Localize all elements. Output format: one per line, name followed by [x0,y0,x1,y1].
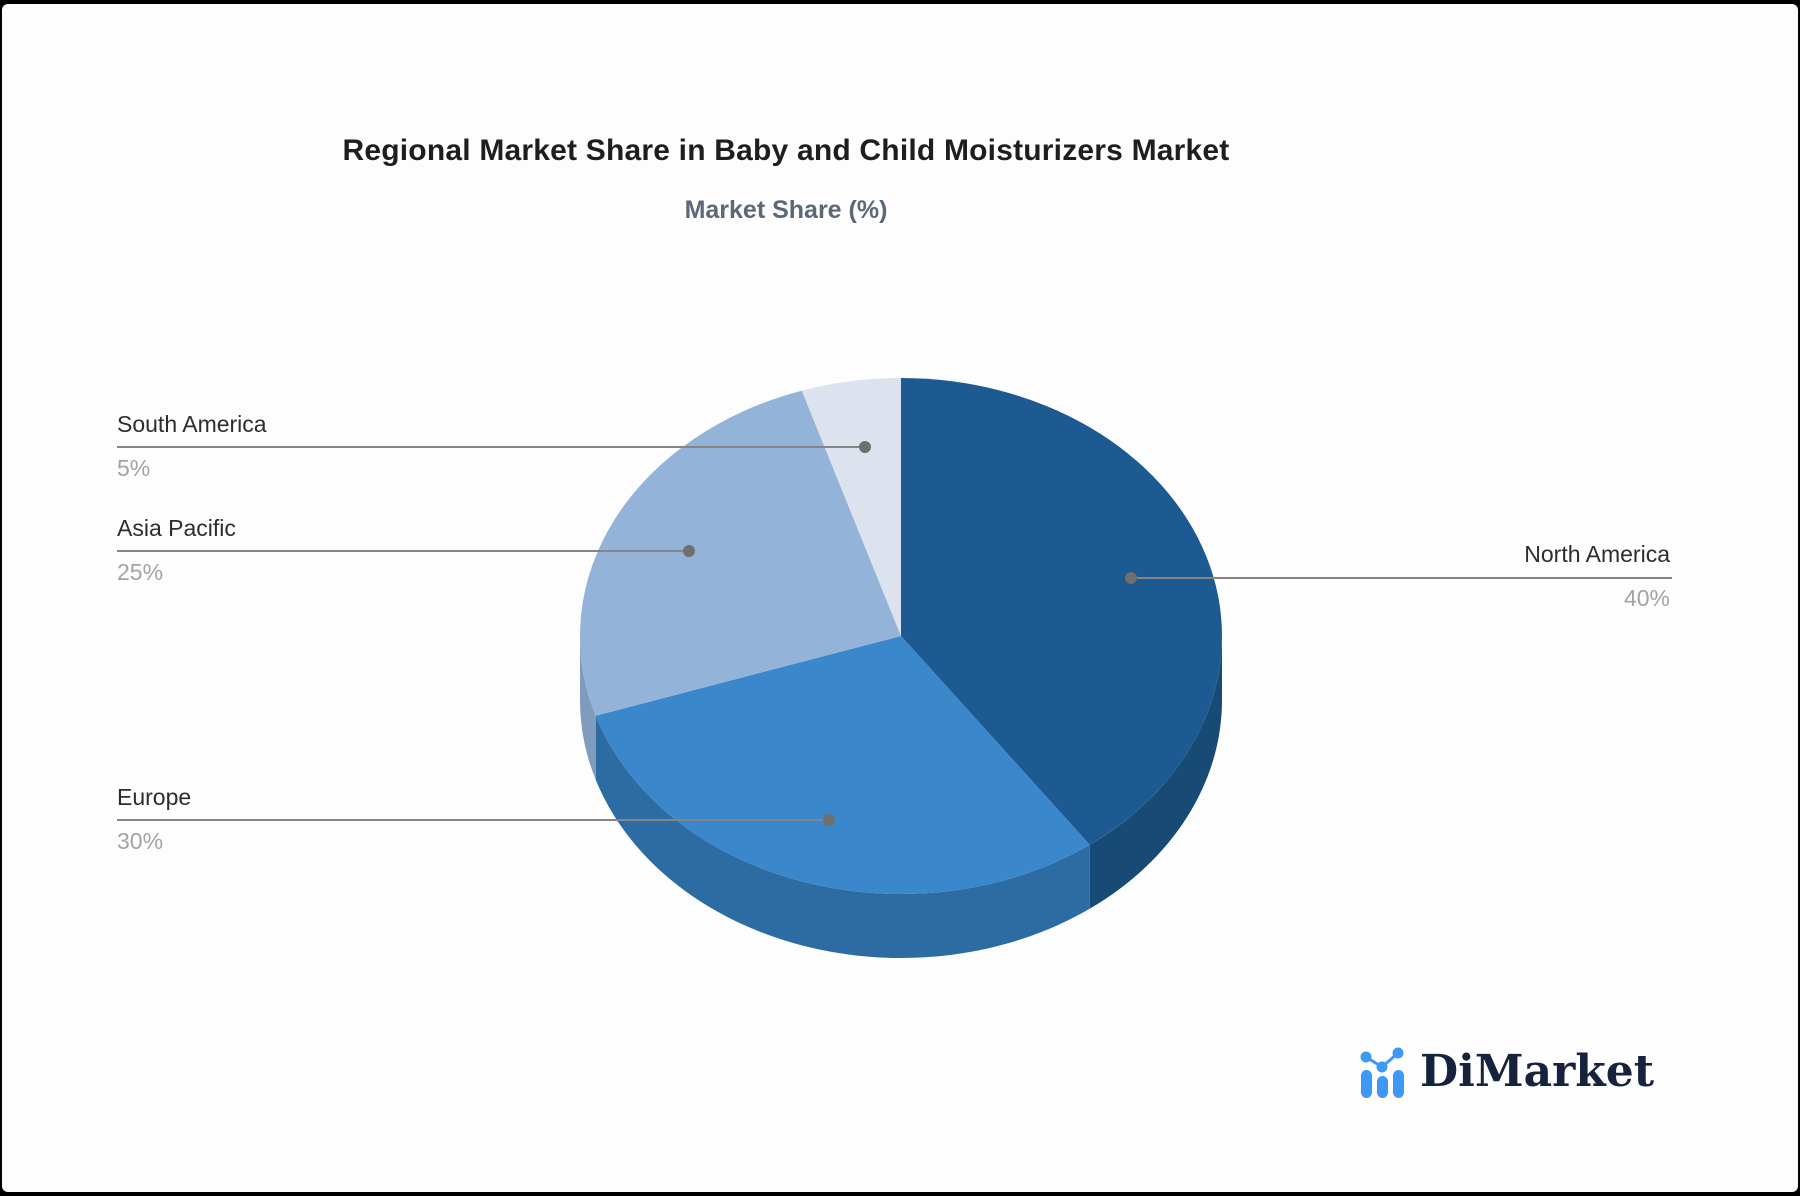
leader-dot-asia-pacific [683,545,695,557]
chart-title: Regional Market Share in Baby and Child … [342,134,1230,167]
pie-slice-europe[interactable] [595,636,1090,894]
slice-label: Asia Pacific [117,515,236,541]
callout-europe: Europe 30% [117,784,191,855]
slice-label: Europe [117,784,192,810]
slice-value: 30% [117,828,164,854]
leader-dot-north-america [1125,572,1137,584]
pie-slice-asia-pacific[interactable] [580,390,901,716]
callout-asia-pacific: Asia Pacific 25% [117,515,236,586]
slice-value: 5% [117,455,151,481]
slice-label: South America [117,411,267,437]
bar-chart-logo-icon [1360,1047,1404,1098]
pie-slice-side-north-america [1089,636,1222,909]
callout-north-america: North America 40% [1524,541,1670,612]
pie-slice-south-america[interactable] [801,378,901,636]
leader-dot-europe [823,814,835,826]
pie-slice-north-america[interactable] [901,378,1222,845]
chart-subtitle: Market Share (%) [684,196,888,224]
slice-label: North America [1524,541,1670,567]
leader-dot-south-america [859,441,871,453]
brand-name: DiMarket [1420,1045,1655,1097]
brand-watermark: DiMarket [1360,1044,1654,1098]
pie-slice-side-europe [595,715,1090,958]
slice-value: 25% [117,559,164,585]
pie-chart [117,378,1672,958]
callout-south-america: South America 5% [117,411,267,482]
pie-slice-side-asia-pacific [580,636,596,780]
slice-value: 40% [1623,585,1670,611]
chart-canvas: Regional Market Share in Baby and Child … [2,4,1798,1192]
